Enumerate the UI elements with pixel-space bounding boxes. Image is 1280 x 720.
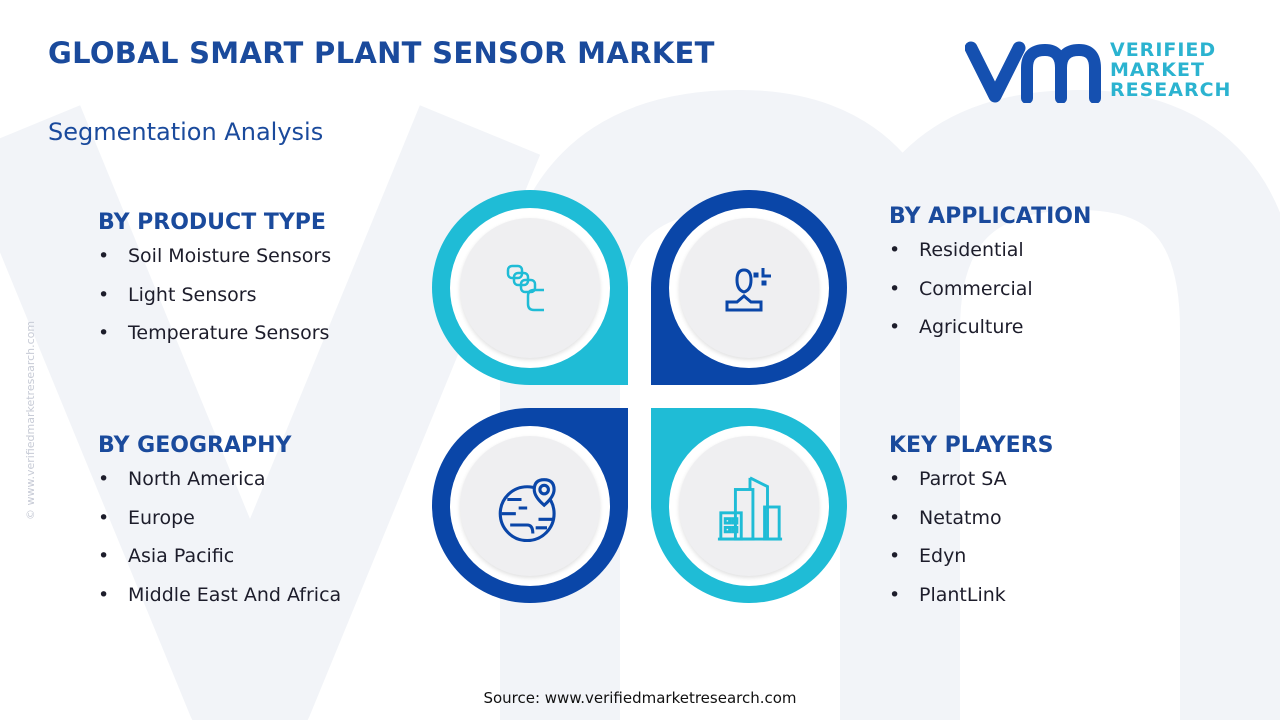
vmr-logo-icon — [965, 41, 1101, 103]
tile-key-players — [651, 408, 847, 603]
list-item: Netatmo — [889, 507, 1053, 546]
tile-geography — [432, 408, 628, 603]
segment-key-players: KEY PLAYERS Parrot SA Netatmo Edyn Plant… — [889, 433, 1053, 622]
segment-product-type: BY PRODUCT TYPE Soil Moisture Sensors Li… — [98, 210, 331, 361]
segment-title: BY APPLICATION — [889, 204, 1092, 229]
globe-location-icon — [498, 478, 556, 542]
segment-title: BY GEOGRAPHY — [98, 433, 292, 458]
list-item: North America — [98, 468, 341, 507]
list-item: Soil Moisture Sensors — [98, 245, 331, 284]
tile-application — [651, 190, 847, 385]
logo-line-2: MARKET — [1110, 59, 1205, 81]
list-item: Residential — [889, 239, 1091, 278]
list-item: Temperature Sensors — [98, 322, 331, 361]
list-item: Asia Pacific — [98, 545, 341, 584]
page-title: GLOBAL SMART PLANT SENSOR MARKET — [48, 36, 715, 70]
list-item: Commercial — [889, 278, 1091, 317]
logo-line-1: VERIFIED — [1110, 39, 1217, 61]
segment-title: BY PRODUCT TYPE — [98, 210, 326, 235]
buildings-icon — [717, 476, 783, 541]
tile-product-type — [432, 190, 628, 385]
page-subtitle: Segmentation Analysis — [48, 118, 324, 146]
list-item: Parrot SA — [889, 468, 1053, 507]
list-item: Edyn — [889, 545, 1053, 584]
list-item: Middle East And Africa — [98, 584, 341, 623]
source-text: Source: www.verifiedmarketresearch.com — [483, 689, 797, 707]
logo-line-3: RESEARCH — [1110, 79, 1232, 101]
logo-text: VERIFIED MARKET RESEARCH — [1110, 40, 1231, 100]
list-item: PlantLink — [889, 584, 1053, 623]
sensor-stack-icon — [506, 264, 544, 312]
user-icon — [725, 268, 771, 312]
list-item: Europe — [98, 507, 341, 546]
segment-application: BY APPLICATION Residential Commercial Ag… — [889, 204, 1091, 355]
list-item: Agriculture — [889, 316, 1091, 355]
list-item: Light Sensors — [98, 284, 331, 323]
side-copyright: © www.verifiedmarketresearch.com — [24, 320, 37, 520]
segment-title: KEY PLAYERS — [889, 433, 1054, 458]
segment-geography: BY GEOGRAPHY North America Europe Asia P… — [98, 433, 341, 622]
